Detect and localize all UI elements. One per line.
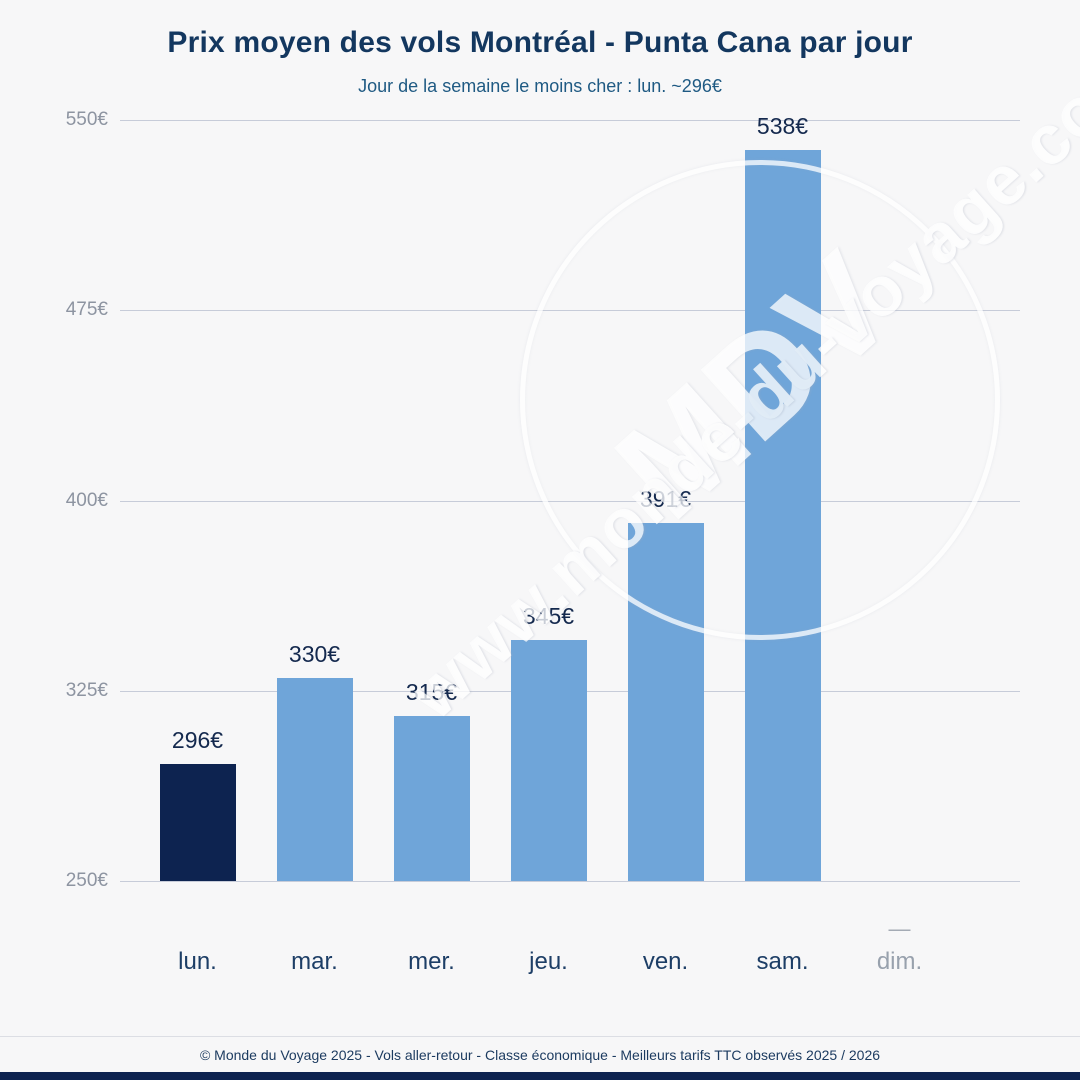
no-data-dash: — [888, 916, 911, 941]
footer-credit: © Monde du Voyage 2025 - Vols aller-reto… [199, 1047, 881, 1063]
y-tick-label: 550€ [65, 109, 108, 130]
bar-lun [159, 764, 236, 881]
bar-value-label: 330€ [288, 641, 341, 668]
y-tick-label: 400€ [65, 489, 108, 511]
x-axis-label: jeu. [529, 948, 568, 975]
footer-divider [0, 1036, 1080, 1037]
x-axis-label: ven. [642, 948, 689, 975]
chart-subtitle: Jour de la semaine le moins cher : lun. … [358, 76, 722, 96]
y-tick-label: 475€ [65, 299, 108, 321]
y-tick-label: 325€ [65, 679, 108, 701]
bar-value-label: 315€ [405, 679, 458, 706]
bar-sam [744, 150, 821, 881]
x-axis-label: mer. [408, 948, 455, 975]
footer-accent-bar [0, 1072, 1080, 1080]
bar-mer [393, 716, 470, 881]
gridline [120, 881, 1020, 882]
x-axis-label: sam. [756, 948, 809, 975]
bar-value-label: 296€ [171, 727, 224, 754]
x-axis-label: dim. [876, 948, 923, 975]
page-title: Prix moyen des vols Montréal - Punta Can… [167, 26, 913, 59]
bar-mar [276, 678, 353, 881]
bar-value-label: 538€ [756, 113, 809, 140]
gridline [120, 500, 1020, 502]
x-axis-label: mar. [291, 948, 338, 975]
bar-jeu [510, 640, 587, 881]
bar-value-label: 345€ [522, 603, 575, 630]
gridline [120, 310, 1020, 312]
x-axis-label: lun. [178, 948, 217, 975]
gridline [120, 120, 1020, 121]
bar-value-label: 391€ [639, 486, 692, 513]
watermark-url: www.monde-du-voyage.com [394, 26, 1080, 734]
bar-ven [627, 523, 704, 881]
y-tick-label: 250€ [65, 870, 108, 891]
